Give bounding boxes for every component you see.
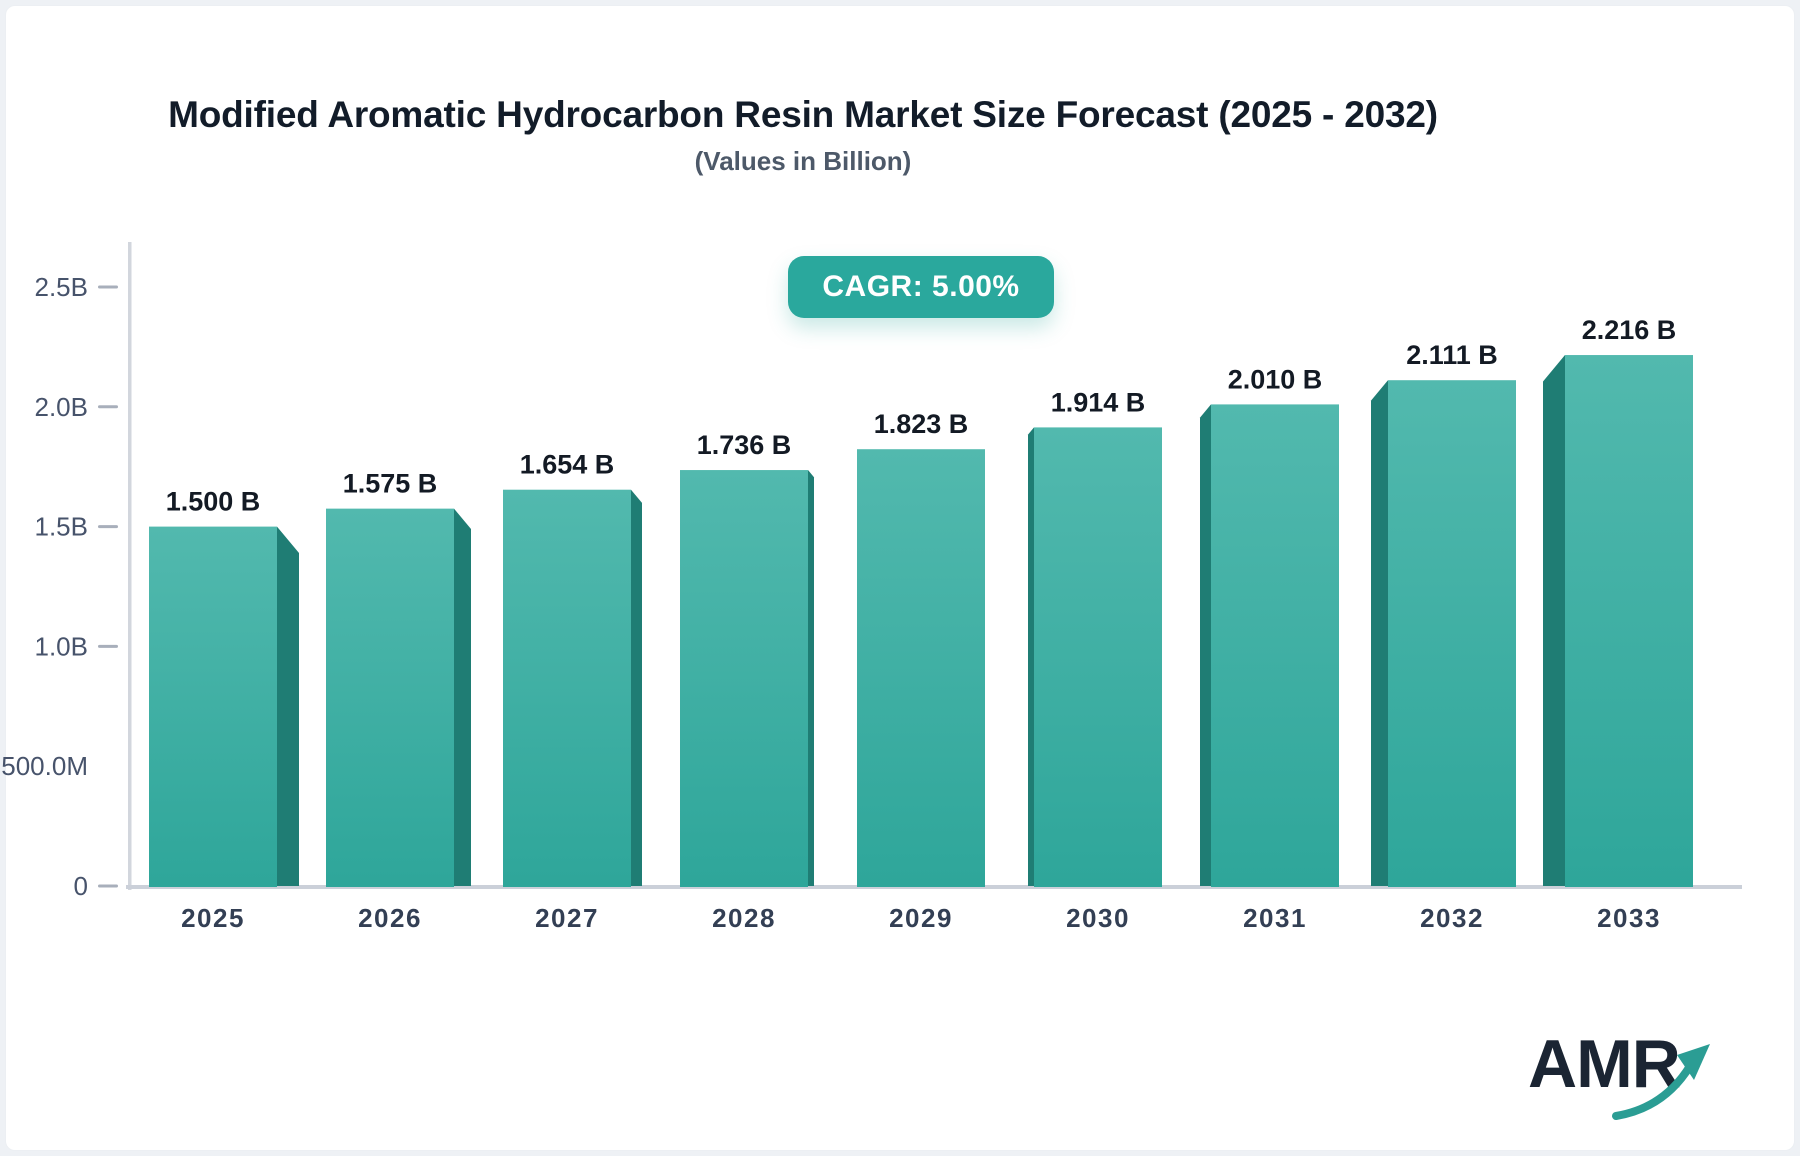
bar-side-face	[1371, 380, 1388, 886]
bar-value-label: 1.736 B	[697, 430, 792, 460]
y-tick-dash	[98, 525, 118, 529]
bar-side-face	[1028, 427, 1034, 886]
bar	[326, 508, 471, 887]
bar	[857, 449, 985, 887]
x-tick-label: 2026	[358, 903, 422, 933]
y-tick-dash	[98, 285, 118, 289]
chart-bars	[149, 355, 1693, 887]
bar	[1028, 427, 1162, 887]
bar-front-face	[857, 449, 985, 887]
x-tick-label: 2027	[535, 903, 599, 933]
bar	[1371, 380, 1516, 887]
bar-side-face	[277, 526, 299, 886]
y-tick-label: 1.5B	[35, 512, 89, 542]
bar-value-label: 2.216 B	[1582, 315, 1677, 345]
y-tick-label: 500.0M	[1, 751, 88, 781]
bar-front-face	[503, 489, 631, 887]
bar	[1200, 404, 1339, 887]
bar-value-label: 1.654 B	[520, 450, 615, 480]
x-tick-label: 2029	[889, 903, 953, 933]
bar-value-label: 1.823 B	[874, 409, 969, 439]
bar-front-face	[1211, 404, 1339, 887]
y-tick-dash	[98, 884, 118, 888]
bar-value-label: 2.010 B	[1228, 364, 1323, 394]
amr-logo: AMR	[1528, 1030, 1788, 1140]
x-tick-label: 2028	[712, 903, 776, 933]
cagr-badge: CAGR: 5.00%	[788, 256, 1054, 318]
bar-side-face	[1200, 404, 1211, 886]
bar-front-face	[1388, 380, 1516, 887]
y-tick-label: 0	[74, 871, 88, 901]
bar	[1543, 355, 1693, 887]
growth-arrow-icon	[1612, 1044, 1710, 1120]
bar-front-face	[149, 526, 277, 887]
x-tick-label: 2033	[1597, 903, 1661, 933]
y-tick-label: 2.5B	[35, 272, 89, 302]
bar-side-face	[1543, 355, 1565, 886]
bar-side-face	[631, 489, 642, 886]
y-tick-label: 1.0B	[35, 631, 89, 661]
bar-value-label: 1.500 B	[166, 487, 261, 517]
bar-value-label: 1.914 B	[1051, 387, 1146, 417]
bar	[680, 470, 814, 887]
bar	[149, 526, 299, 887]
amr-logo-text: AMR	[1528, 1026, 1681, 1102]
x-tick-label: 2030	[1066, 903, 1130, 933]
chart-subtitle: (Values in Billion)	[694, 146, 912, 176]
bar-front-face	[680, 470, 808, 887]
x-tick-label: 2032	[1420, 903, 1484, 933]
bar-value-label: 2.111 B	[1406, 340, 1498, 370]
bar-front-face	[1034, 427, 1162, 887]
bar-side-face	[808, 470, 814, 886]
bar	[503, 489, 642, 887]
x-tick-label: 2025	[181, 903, 245, 933]
chart-title: Modified Aromatic Hydrocarbon Resin Mark…	[168, 94, 1438, 135]
bar-side-face	[454, 508, 471, 886]
cagr-badge-label: CAGR: 5.00%	[822, 270, 1020, 303]
bar-front-face	[326, 508, 454, 887]
bar-value-label: 1.575 B	[343, 469, 438, 499]
chart-labels: 2.5B 2.0B 1.5B 1.0B 500.0M 0 1.500 B 2025 1.575 …	[1, 272, 1676, 933]
y-tick-dash	[98, 644, 118, 648]
y-tick-dash	[98, 405, 118, 409]
x-tick-label: 2031	[1243, 903, 1307, 933]
y-axis-line	[128, 242, 132, 890]
y-tick-label: 2.0B	[35, 392, 89, 422]
bar-front-face	[1565, 355, 1693, 887]
